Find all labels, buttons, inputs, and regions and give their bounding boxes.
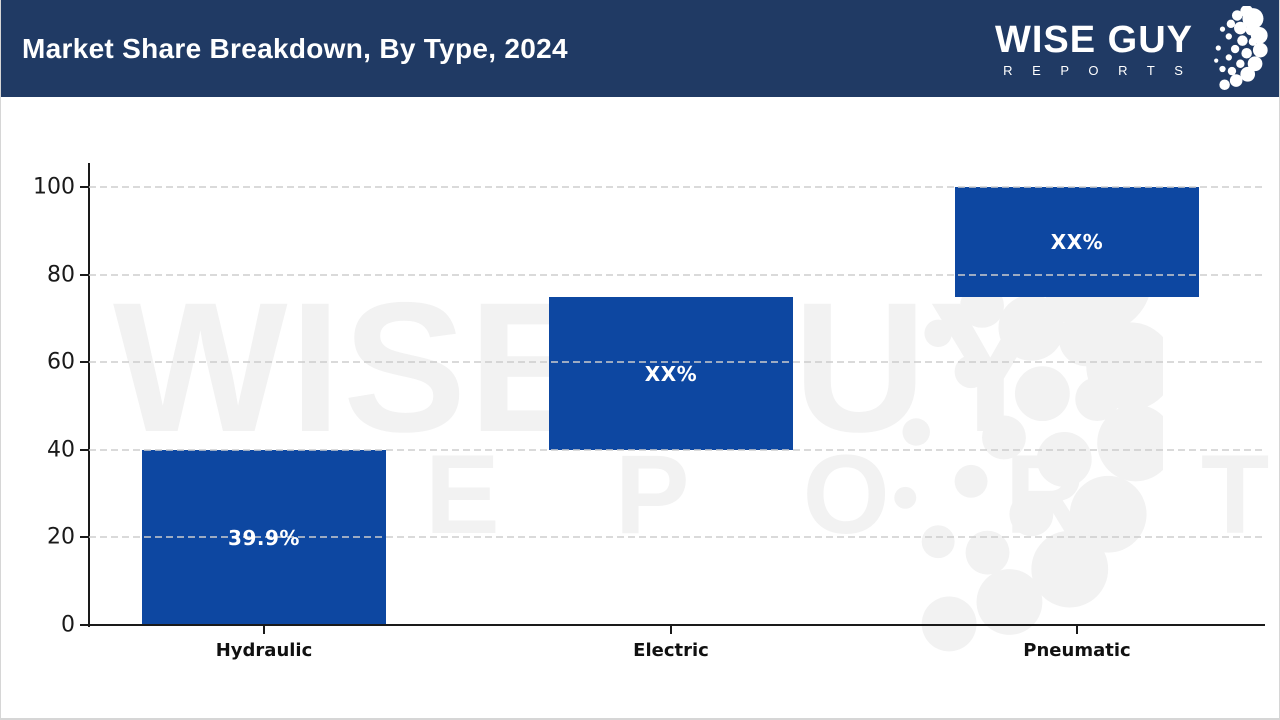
x-tick-mark [263,626,265,634]
y-tick-label: 100 [33,174,75,200]
y-tick-label: 20 [47,524,75,550]
gridline-y-60 [89,361,1265,364]
y-tick-label: 0 [61,612,75,638]
logo: WISE GUY R E P O R T S [995,6,1269,90]
y-tick-mark [80,448,88,451]
y-tick-label: 60 [47,349,75,375]
logo-subtitle: R E P O R T S [1003,63,1191,78]
y-tick-mark [80,624,88,626]
gridline-y-20 [89,536,1265,539]
page-title: Market Share Breakdown, By Type, 2024 [22,32,568,64]
y-tick-mark [80,361,88,364]
x-tick-mark [670,626,672,634]
y-axis-line [88,163,90,627]
y-tick-mark [80,186,88,188]
x-category-label-electric: Electric [633,640,709,661]
bar-value-label: XX% [644,361,698,386]
bar-pneumatic [955,187,1199,297]
bar-electric [549,296,793,451]
x-category-label-pneumatic: Pneumatic [1023,640,1131,661]
header-bar: Market Share Breakdown, By Type, 2024 WI… [1,0,1279,97]
logo-text: WISE GUY R E P O R T S [995,18,1193,78]
x-category-label-hydraulic: Hydraulic [215,640,313,661]
bar-value-label: 39.9% [228,525,300,550]
bar-value-label: XX% [1050,229,1104,254]
gridline-y-100 [89,186,1265,188]
gridline-y-80 [89,273,1265,276]
y-tick-label: 80 [47,262,75,288]
logo-wordmark: WISE GUY [994,19,1193,61]
y-tick-label: 40 [47,437,75,463]
y-tick-mark [80,536,88,539]
logo-head-icon [1214,6,1268,90]
x-axis-line [87,624,1265,626]
gridline-y-40 [89,448,1265,451]
y-tick-mark [80,273,88,276]
x-tick-mark [1076,626,1078,634]
